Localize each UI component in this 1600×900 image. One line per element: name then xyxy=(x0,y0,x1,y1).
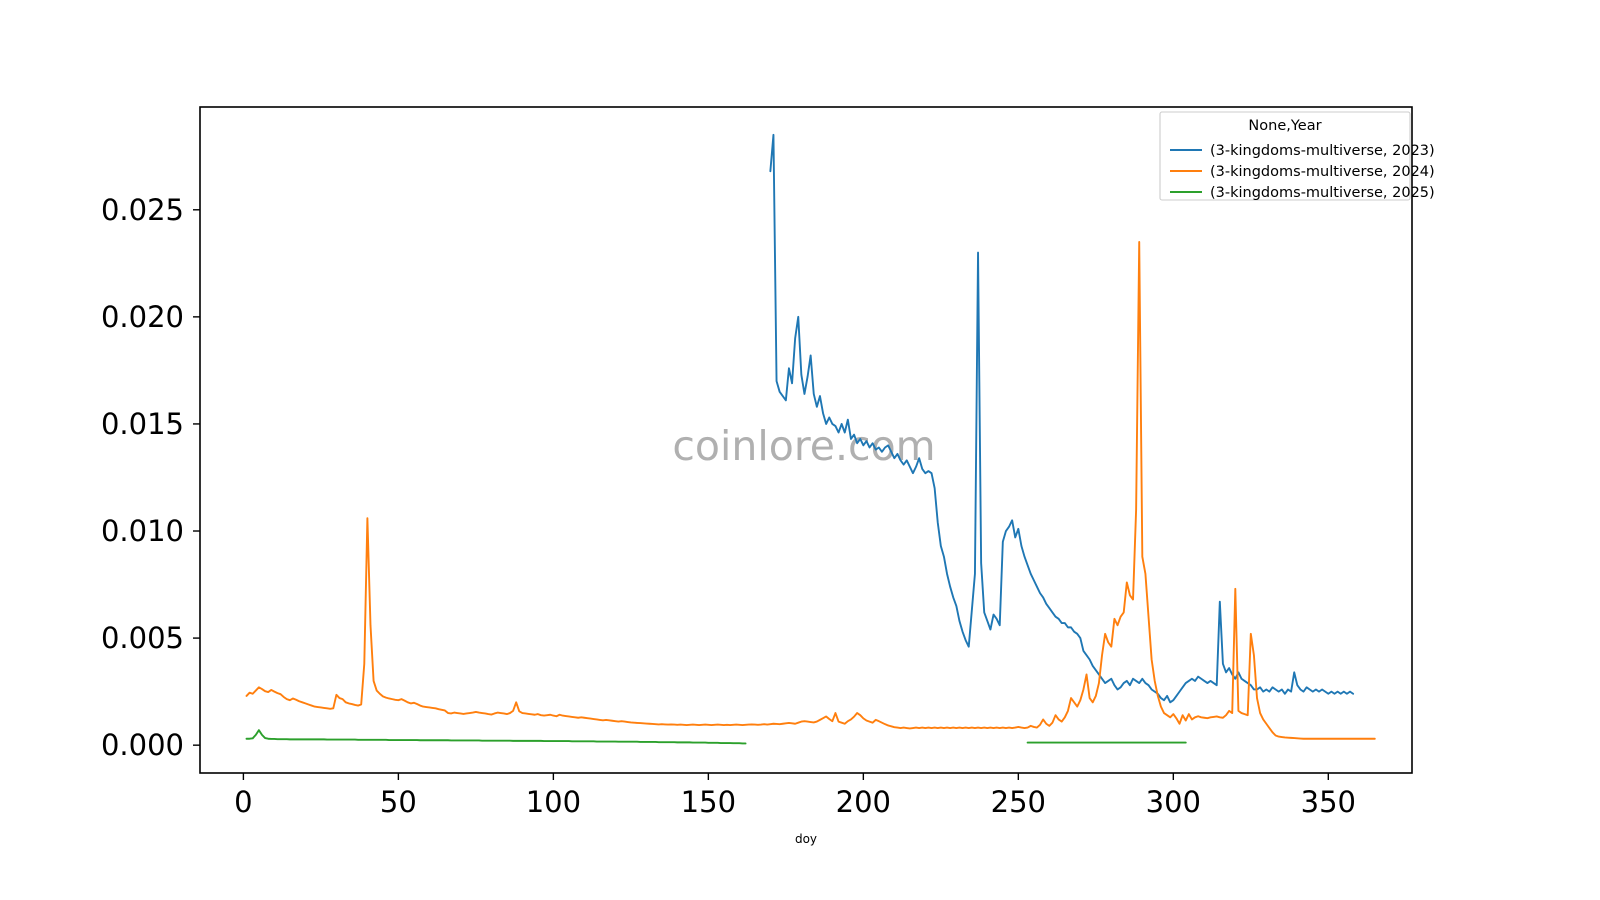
xtick-label: 300 xyxy=(1146,785,1201,819)
x-axis-label-text: doy xyxy=(795,832,817,846)
xtick-label: 250 xyxy=(991,785,1046,819)
legend-background xyxy=(1159,111,1411,201)
legend-title: None,Year xyxy=(1248,118,1321,134)
axis-ticks xyxy=(193,209,1330,780)
data-series-group xyxy=(245,133,1376,745)
watermark-text: coinlore.com xyxy=(672,422,935,470)
chart-legend[interactable]: None,Year (3-kingdoms-multiverse, 2023) (3… xyxy=(1159,111,1435,201)
ytick-label: 0.000 xyxy=(101,728,184,762)
ytick-label: 0.025 xyxy=(101,193,184,227)
xtick-label: 350 xyxy=(1301,785,1356,819)
plot-frame xyxy=(199,106,1413,774)
series-line xyxy=(245,729,747,745)
xtick-label: 0 xyxy=(234,785,252,819)
xtick-label: 200 xyxy=(836,785,891,819)
xtick-label: 150 xyxy=(681,785,736,819)
ytick-label: 0.010 xyxy=(101,514,184,548)
legend-entry-label[interactable]: (3-kingdoms-multiverse, 2023) xyxy=(1210,143,1435,159)
xtick-label: 50 xyxy=(380,785,417,819)
series-line xyxy=(245,240,1376,740)
tick-labels: 0 50 100 150 200 250 300 350 0.000 0.005 0.010 0.01… xyxy=(101,193,1356,819)
xtick-label: 100 xyxy=(526,785,581,819)
legend-entry-label[interactable]: (3-kingdoms-multiverse, 2024) xyxy=(1210,164,1435,180)
ytick-label: 0.005 xyxy=(101,621,184,655)
x-axis-label: doy xyxy=(795,832,817,846)
ytick-label: 0.020 xyxy=(101,300,184,334)
watermark-label: coinlore.com xyxy=(672,422,935,470)
ytick-label: 0.015 xyxy=(101,407,184,441)
legend-entry-label[interactable]: (3-kingdoms-multiverse, 2025) xyxy=(1210,185,1435,201)
